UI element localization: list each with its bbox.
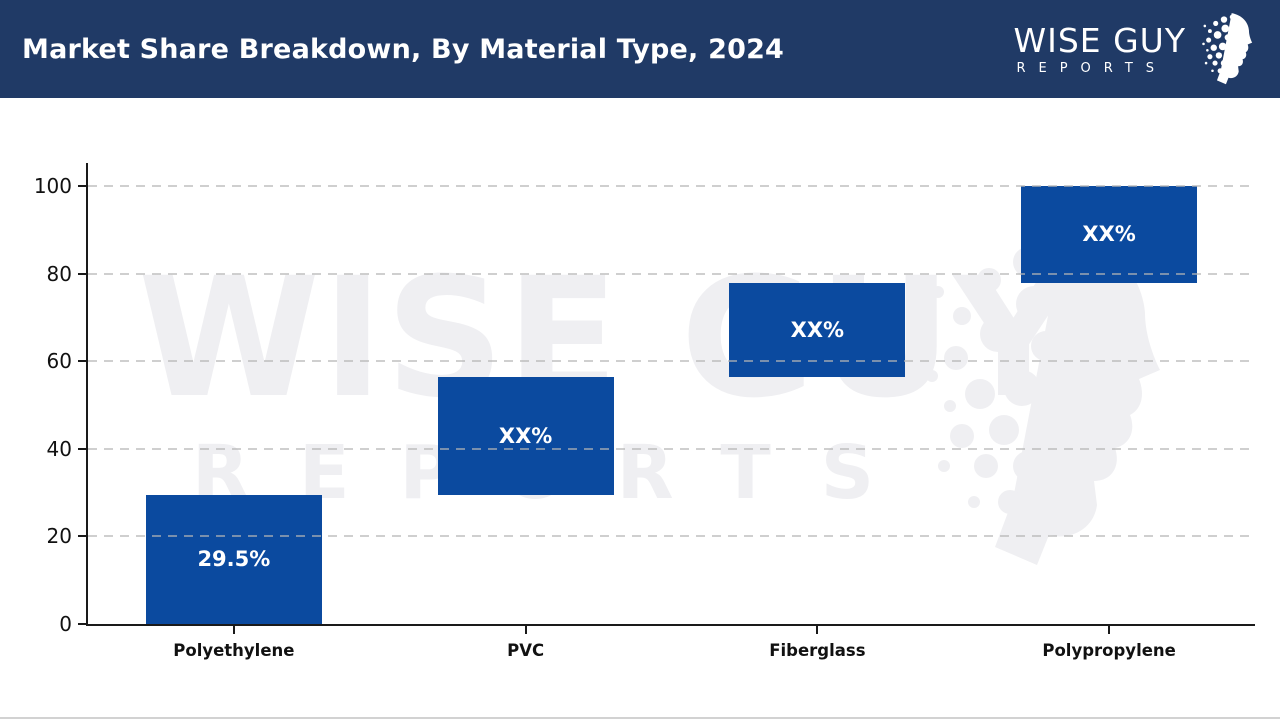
y-axis-line — [86, 163, 88, 626]
bar-value-label: XX% — [498, 423, 553, 448]
y-axis-tick — [78, 360, 86, 363]
gridline — [88, 360, 1255, 363]
bar-value-label: 29.5% — [197, 547, 271, 572]
header-bar: Market Share Breakdown, By Material Type… — [0, 0, 1280, 98]
y-axis-tick — [78, 447, 86, 450]
bar-polyethylene — [145, 494, 322, 624]
page-title: Market Share Breakdown, By Material Type… — [22, 33, 785, 65]
y-axis-tick-label: 100 — [33, 174, 72, 198]
y-axis-tick-label: 20 — [46, 524, 72, 549]
gridline — [88, 272, 1255, 275]
brand-logo-text: WISE GUY REPORTS — [1013, 24, 1186, 75]
x-axis-line — [86, 624, 1255, 626]
logo-subtext: REPORTS — [1016, 60, 1168, 76]
y-axis-tick-label: 80 — [46, 261, 72, 286]
y-axis-tick-label: 40 — [46, 436, 72, 461]
bar-pvc — [437, 376, 614, 495]
gridline — [88, 185, 1255, 187]
y-axis-tick — [78, 185, 86, 187]
logo-wordmark: WISE GUY — [1013, 20, 1186, 60]
x-axis-tick-label: PVC — [507, 641, 545, 660]
y-axis-tick-label: 60 — [46, 349, 72, 374]
x-axis-tick-label: Polyethylene — [173, 641, 295, 660]
x-axis-tick — [1108, 626, 1111, 634]
x-axis-tick-label: Fiberglass — [769, 641, 866, 660]
y-axis-tick — [78, 535, 86, 538]
bar-value-label: XX% — [1082, 222, 1136, 247]
x-axis-tick — [232, 626, 235, 634]
x-axis-tick — [524, 626, 527, 634]
logo-head-icon — [1202, 13, 1253, 85]
y-axis-tick — [78, 623, 86, 625]
y-axis-tick-label: 0 — [59, 612, 72, 636]
x-axis-tick — [816, 626, 819, 634]
gridline — [88, 447, 1255, 450]
brand-logo: WISE GUY REPORTS — [1013, 11, 1256, 87]
x-axis-tick-label: Polypropylene — [1042, 641, 1176, 660]
bar-value-label: XX% — [790, 317, 845, 342]
footer-divider — [0, 717, 1280, 719]
y-axis-tick — [78, 272, 86, 275]
gridline — [88, 535, 1255, 538]
